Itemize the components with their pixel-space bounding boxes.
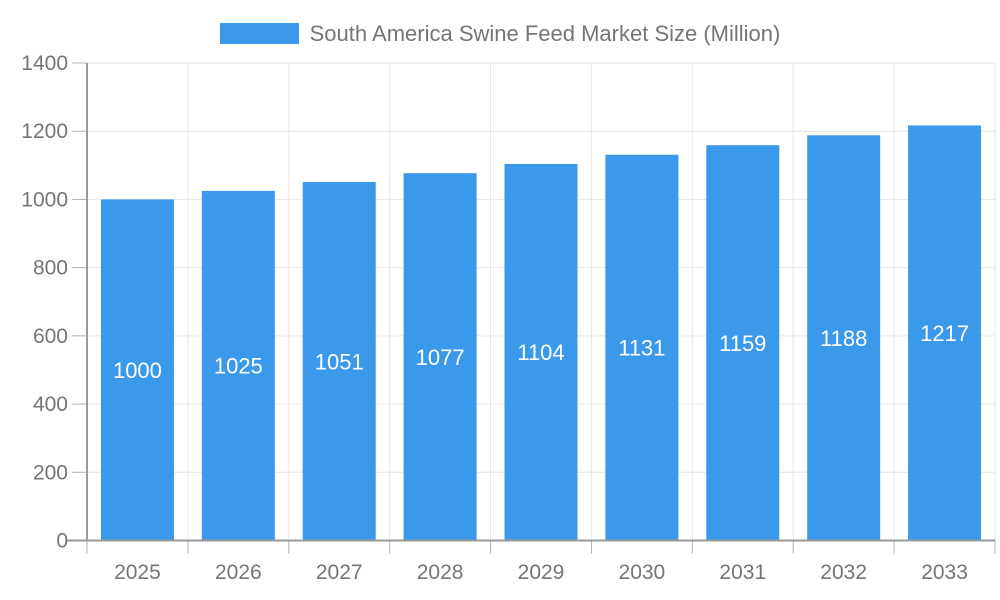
- bar: [403, 173, 477, 541]
- x-axis-label: 2025: [114, 561, 161, 584]
- bar: [302, 182, 376, 541]
- bar-value-label: 1188: [820, 326, 867, 351]
- bar-value-label: 1000: [113, 358, 162, 383]
- bar: [201, 190, 275, 541]
- x-axis-label: 2029: [518, 561, 565, 584]
- x-axis-label: 2031: [719, 561, 766, 584]
- y-axis-label: 0: [56, 530, 68, 553]
- bar-value-label: 1131: [618, 336, 665, 361]
- bar: [807, 135, 881, 541]
- bar-value-label: 1104: [517, 340, 564, 365]
- bar: [605, 154, 679, 541]
- bar-value-label: 1159: [719, 331, 766, 356]
- bar: [504, 163, 578, 541]
- x-axis-label: 2032: [820, 561, 867, 584]
- y-axis-label: 1200: [21, 120, 68, 143]
- legend: South America Swine Feed Market Size (Mi…: [0, 21, 1000, 46]
- y-axis-label: 400: [33, 393, 68, 416]
- bar-value-label: 1217: [920, 321, 969, 346]
- bar-value-label: 1077: [416, 345, 465, 370]
- bar-value-label: 1051: [315, 349, 364, 374]
- y-axis-label: 1000: [21, 188, 68, 211]
- bar-value-label: 1025: [214, 354, 263, 379]
- y-axis-label: 1400: [21, 52, 68, 75]
- legend-swatch: [219, 23, 299, 44]
- x-axis-label: 2028: [417, 561, 464, 584]
- x-axis-label: 2027: [316, 561, 363, 584]
- y-axis-label: 800: [33, 257, 68, 280]
- legend-item[interactable]: South America Swine Feed Market Size (Mi…: [219, 21, 781, 46]
- bar: [908, 125, 982, 541]
- y-axis-label: 600: [33, 325, 68, 348]
- bar: [100, 199, 174, 541]
- y-axis-label: 200: [33, 461, 68, 484]
- x-axis-label: 2030: [619, 561, 666, 584]
- x-axis-label: 2026: [215, 561, 262, 584]
- bar: [706, 145, 780, 541]
- legend-label: South America Swine Feed Market Size (Mi…: [309, 21, 781, 46]
- x-axis-label: 2033: [921, 561, 968, 584]
